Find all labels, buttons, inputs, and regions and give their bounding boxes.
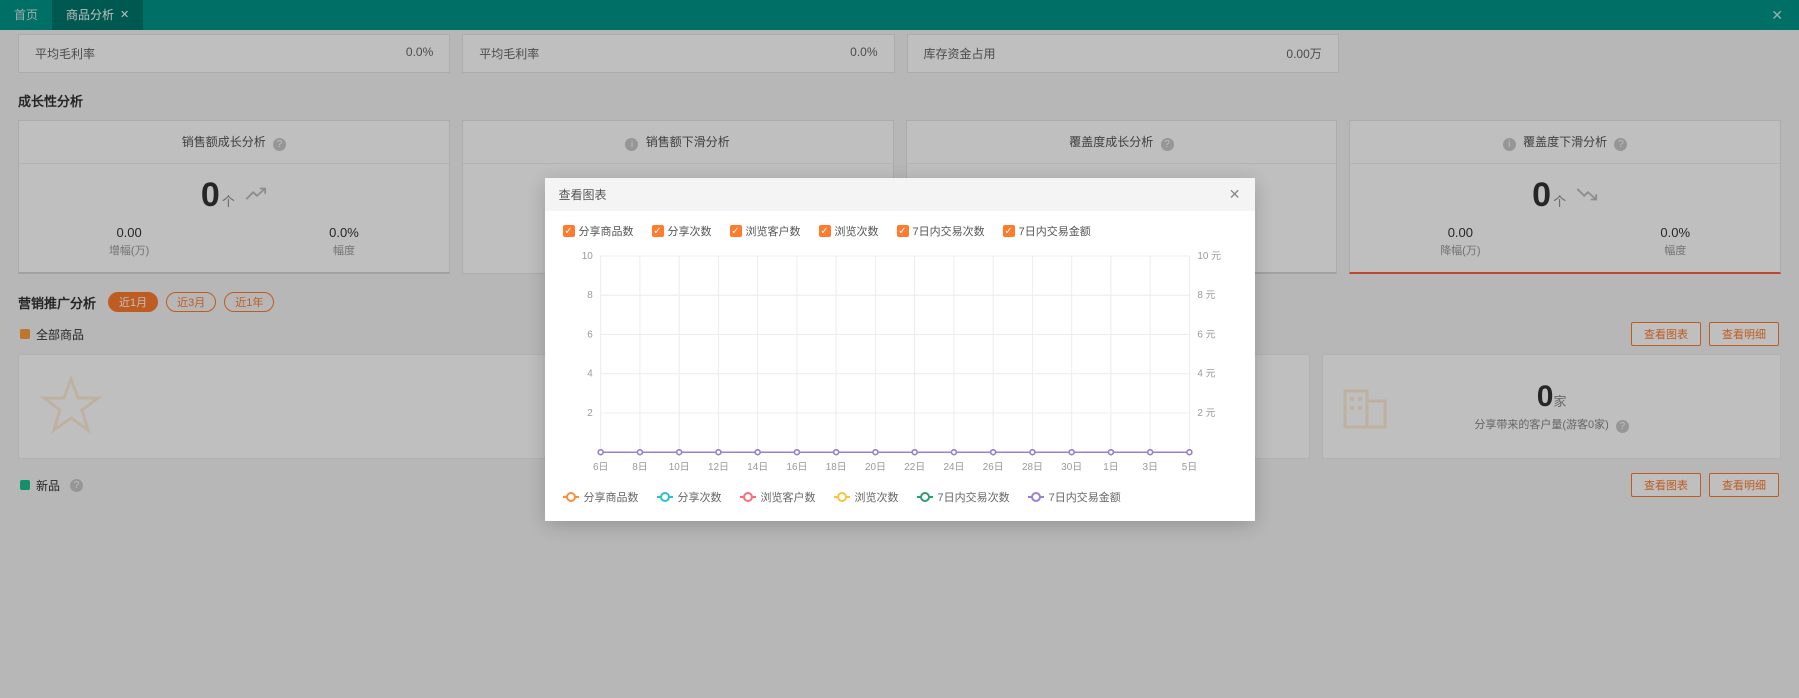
series-checkbox-row: ✓ 分享商品数 ✓ 分享次数 ✓ 浏览客户数 ✓ 浏览次数 ✓ 7日内交易次数 ✓ 7日内交易金额 — [563, 223, 1237, 239]
svg-text:2 元: 2 元 — [1197, 408, 1215, 419]
checkbox-label: 浏览次数 — [835, 223, 879, 239]
checkbox-label: 7日内交易金额 — [1019, 223, 1091, 239]
svg-text:20日: 20日 — [864, 462, 885, 473]
modal-title: 查看图表 — [559, 186, 607, 203]
legend-item[interactable]: 分享次数 — [657, 489, 722, 505]
legend-label: 分享商品数 — [584, 489, 639, 505]
legend-label: 7日内交易次数 — [938, 489, 1010, 505]
legend-item[interactable]: 7日内交易金额 — [1028, 489, 1121, 505]
legend-label: 7日内交易金额 — [1049, 489, 1121, 505]
svg-text:4 元: 4 元 — [1197, 369, 1215, 380]
svg-text:10日: 10日 — [668, 462, 689, 473]
svg-text:8 元: 8 元 — [1197, 290, 1215, 301]
svg-text:4: 4 — [587, 369, 593, 380]
legend-label: 浏览客户数 — [761, 489, 816, 505]
svg-text:22日: 22日 — [904, 462, 925, 473]
checkbox-icon: ✓ — [819, 225, 831, 237]
legend-item[interactable]: 浏览次数 — [834, 489, 899, 505]
svg-text:6: 6 — [587, 329, 593, 340]
svg-text:6日: 6日 — [592, 462, 607, 473]
legend-item[interactable]: 浏览客户数 — [740, 489, 816, 505]
svg-text:18日: 18日 — [825, 462, 846, 473]
series-checkbox[interactable]: ✓ 分享商品数 — [563, 223, 634, 239]
svg-text:1日: 1日 — [1103, 462, 1118, 473]
series-checkbox[interactable]: ✓ 浏览客户数 — [730, 223, 801, 239]
modal-close-icon[interactable]: ✕ — [1229, 186, 1241, 203]
series-checkbox[interactable]: ✓ 浏览次数 — [819, 223, 879, 239]
modal-header: 查看图表 ✕ — [545, 178, 1255, 211]
svg-text:16日: 16日 — [786, 462, 807, 473]
checkbox-icon: ✓ — [652, 225, 664, 237]
svg-text:30日: 30日 — [1061, 462, 1082, 473]
checkbox-icon: ✓ — [730, 225, 742, 237]
series-checkbox[interactable]: ✓ 7日内交易金额 — [1003, 223, 1091, 239]
legend-item[interactable]: 7日内交易次数 — [917, 489, 1010, 505]
svg-text:26日: 26日 — [982, 462, 1003, 473]
svg-text:2: 2 — [587, 408, 593, 419]
series-checkbox[interactable]: ✓ 7日内交易次数 — [897, 223, 985, 239]
chart-modal: 查看图表 ✕ ✓ 分享商品数 ✓ 分享次数 ✓ 浏览客户数 ✓ 浏览次数 ✓ 7日内交易次数 ✓ 7日… — [545, 178, 1255, 521]
svg-text:28日: 28日 — [1021, 462, 1042, 473]
svg-text:24日: 24日 — [943, 462, 964, 473]
svg-text:3日: 3日 — [1142, 462, 1157, 473]
svg-text:10: 10 — [581, 251, 593, 262]
checkbox-icon: ✓ — [897, 225, 909, 237]
legend-label: 浏览次数 — [855, 489, 899, 505]
checkbox-label: 7日内交易次数 — [913, 223, 985, 239]
line-chart: 10 10 元 8 8 元 6 6 元 4 4 元 2 2 元 6日 8日 10日 12日 14日 16日 18… — [563, 249, 1237, 479]
checkbox-label: 浏览客户数 — [746, 223, 801, 239]
svg-text:6 元: 6 元 — [1197, 329, 1215, 340]
svg-text:12日: 12日 — [707, 462, 728, 473]
legend-item[interactable]: 分享商品数 — [563, 489, 639, 505]
checkbox-label: 分享商品数 — [579, 223, 634, 239]
svg-text:14日: 14日 — [747, 462, 768, 473]
checkbox-label: 分享次数 — [668, 223, 712, 239]
checkbox-icon: ✓ — [563, 225, 575, 237]
svg-text:10 元: 10 元 — [1197, 251, 1221, 262]
svg-text:8: 8 — [587, 290, 593, 301]
legend-label: 分享次数 — [678, 489, 722, 505]
checkbox-icon: ✓ — [1003, 225, 1015, 237]
series-checkbox[interactable]: ✓ 分享次数 — [652, 223, 712, 239]
modal-overlay[interactable]: 查看图表 ✕ ✓ 分享商品数 ✓ 分享次数 ✓ 浏览客户数 ✓ 浏览次数 ✓ 7日内交易次数 ✓ 7日… — [0, 0, 1799, 698]
svg-text:5日: 5日 — [1181, 462, 1196, 473]
chart-legend: 分享商品数 分享次数 浏览客户数 浏览次数 7日内交易次数 7日内交易金额 — [563, 489, 1237, 505]
svg-text:8日: 8日 — [632, 462, 647, 473]
